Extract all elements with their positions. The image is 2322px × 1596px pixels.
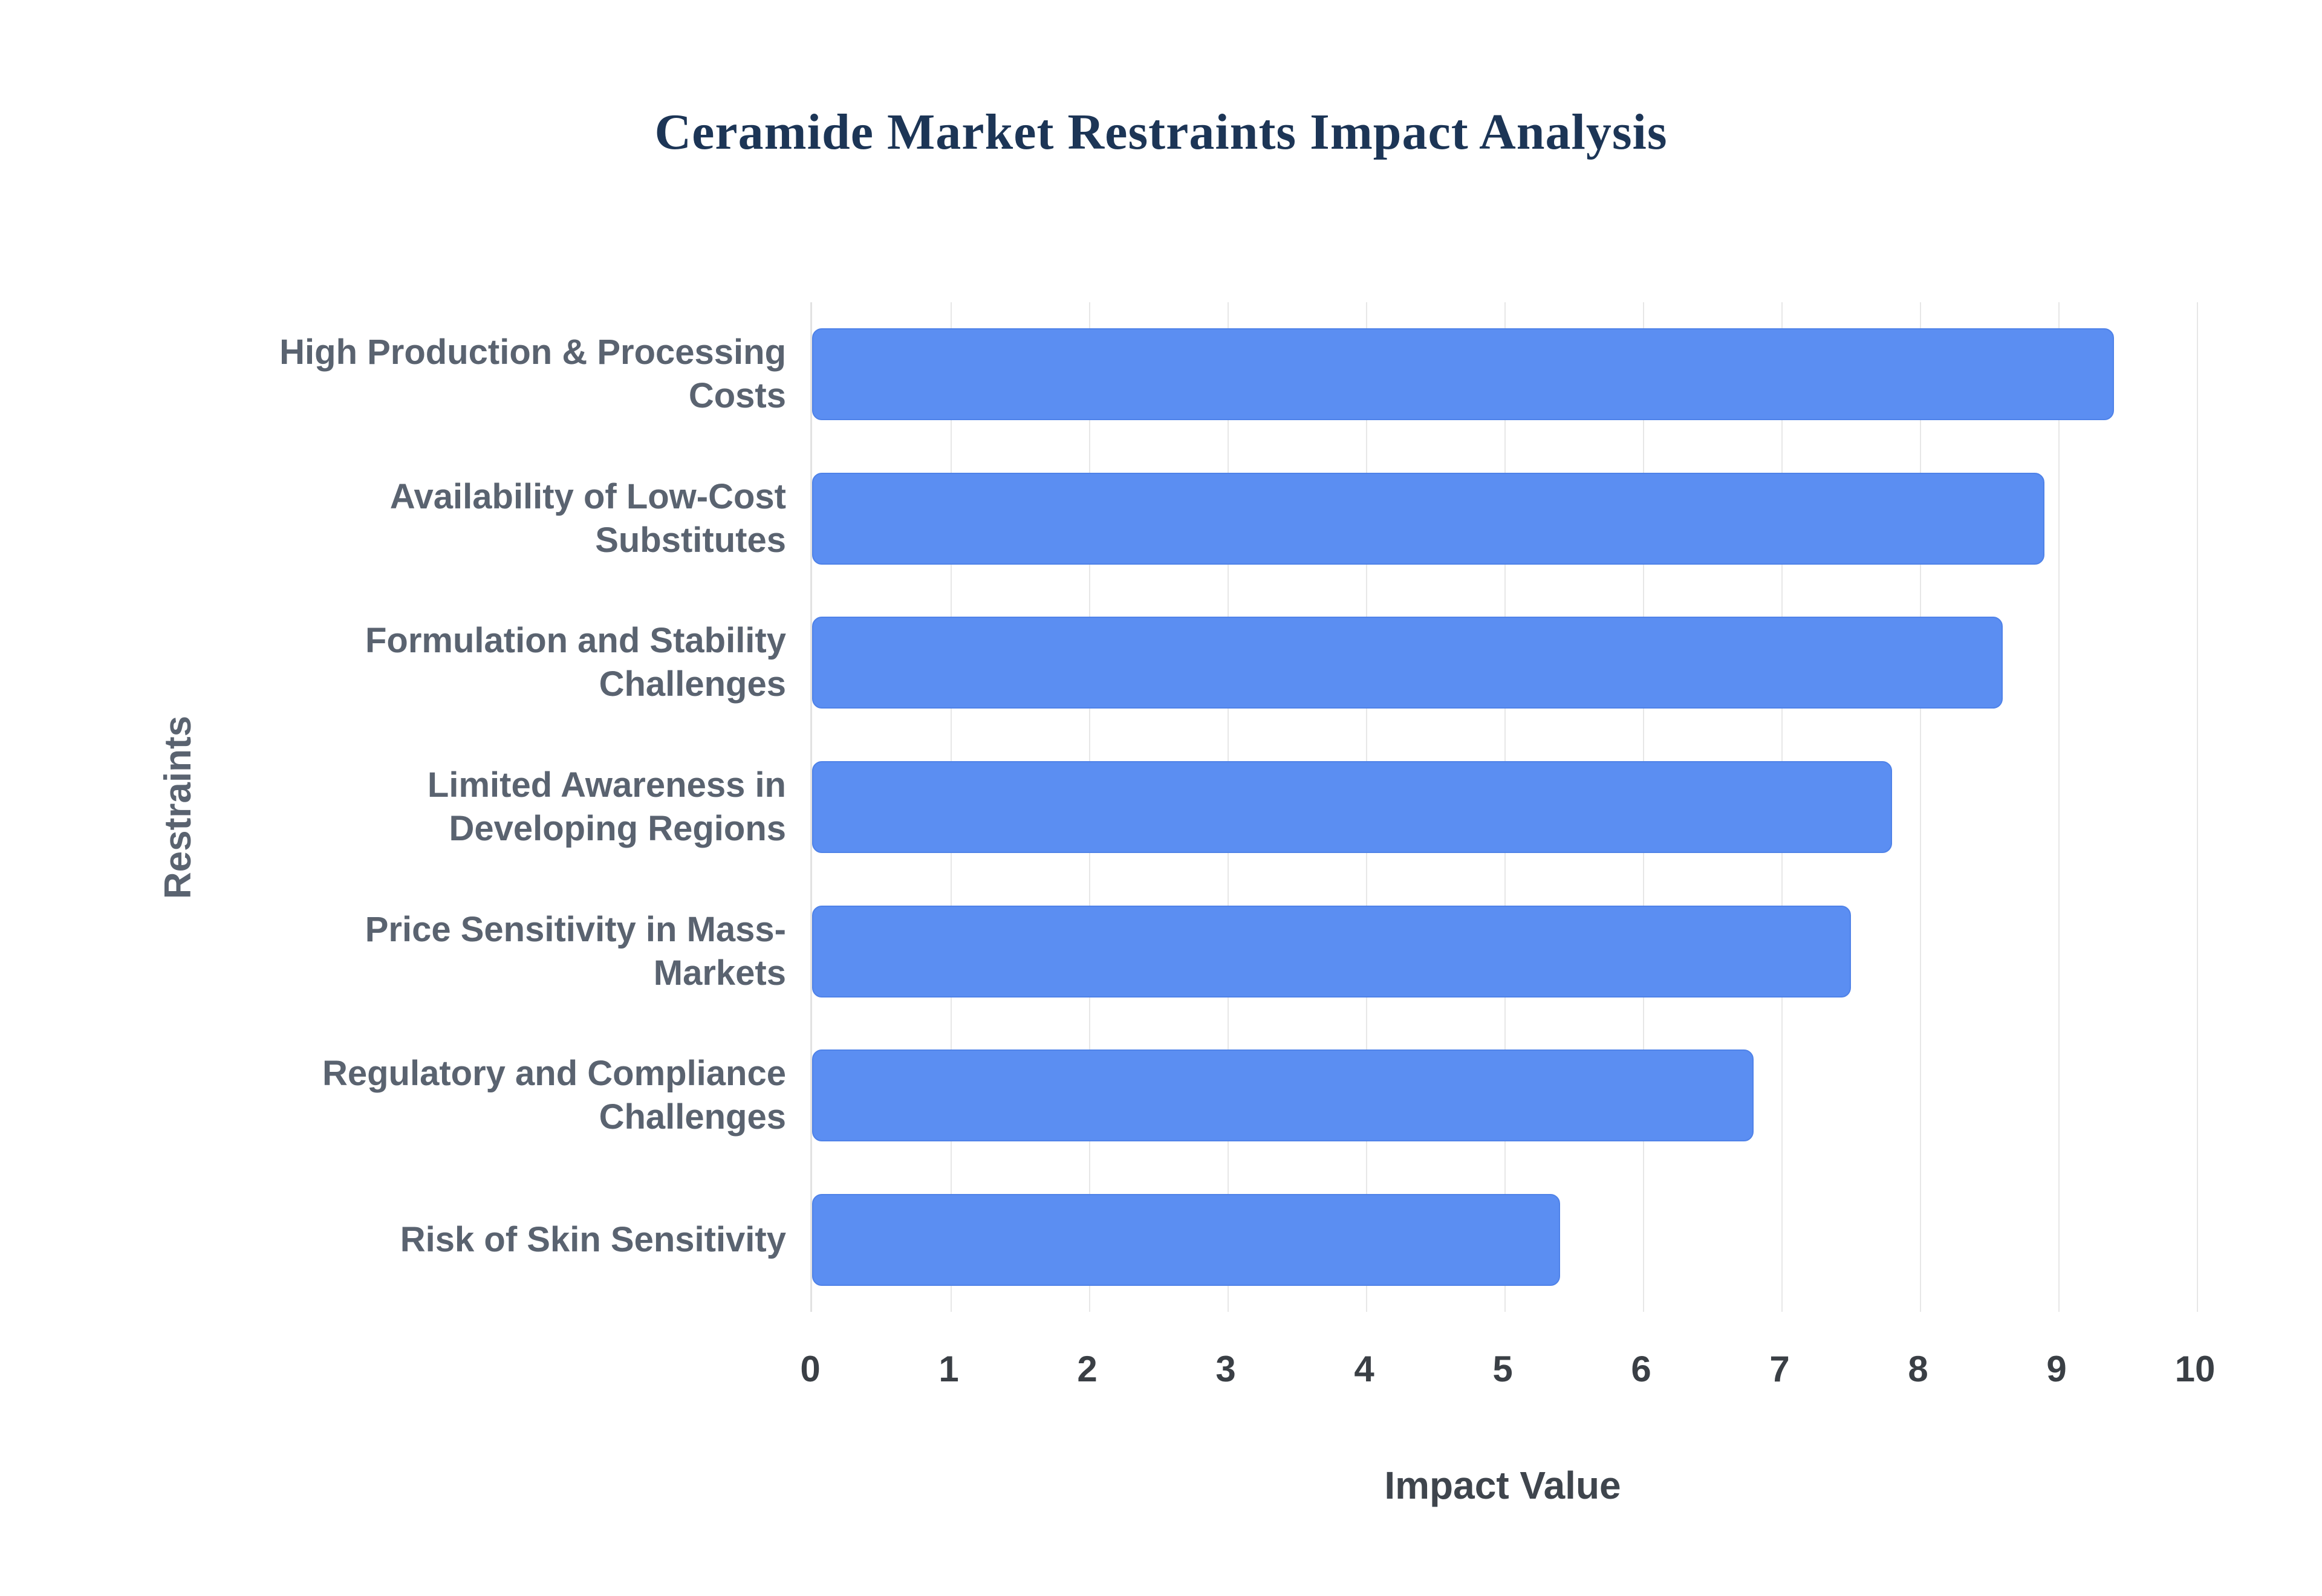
- x-tick-label: 3: [1215, 1349, 1236, 1389]
- x-tick-label: 1: [938, 1349, 959, 1389]
- x-tick-label: 8: [1908, 1349, 1928, 1389]
- x-axis-ticks: 0 1 2 3 4 5 6 7 8 9 10: [800, 1348, 2215, 1396]
- category-label: Regulatory and Compliance Challenges: [322, 1054, 786, 1137]
- x-tick-label: 6: [1631, 1349, 1651, 1389]
- category-label: High Production & Processing Costs: [279, 332, 786, 416]
- category-label: Price Sensitivity in Mass-Markets: [365, 909, 786, 993]
- category-label: Availability of Low-Cost Substitutes: [389, 476, 786, 560]
- x-tick-label: 4: [1354, 1349, 1374, 1389]
- x-tick-label: 2: [1077, 1349, 1098, 1389]
- bar-2: [812, 617, 2003, 709]
- category-label: Risk of Skin Sensitivity: [400, 1219, 786, 1259]
- chart-title: Ceramide Market Restraints Impact Analys…: [654, 104, 1668, 160]
- y-axis-label: Restraints: [145, 302, 212, 1312]
- gridline: [2058, 302, 2060, 1312]
- x-tick-label: 10: [2174, 1349, 2216, 1389]
- x-axis-label: Impact Value: [1384, 1464, 1621, 1507]
- x-tick-label: 9: [2046, 1349, 2067, 1389]
- bar-4: [812, 905, 1851, 997]
- x-tick-label: 0: [800, 1349, 821, 1389]
- bar-0: [812, 328, 2114, 421]
- category-label: Limited Awareness in Developing Regions: [427, 765, 786, 848]
- bar-1: [812, 472, 2045, 565]
- x-tick-label: 7: [1769, 1349, 1790, 1389]
- x-tick-label: 5: [1492, 1349, 1513, 1389]
- plot-area: [810, 302, 2198, 1312]
- bar-3: [812, 761, 1893, 853]
- gridline: [1920, 302, 1921, 1312]
- bar-5: [812, 1049, 1754, 1142]
- category-label: Formulation and Stability Challenges: [365, 621, 786, 704]
- gridline: [2197, 302, 2198, 1312]
- bar-6: [812, 1193, 1560, 1286]
- y-axis-label-text: Restraints: [157, 715, 200, 899]
